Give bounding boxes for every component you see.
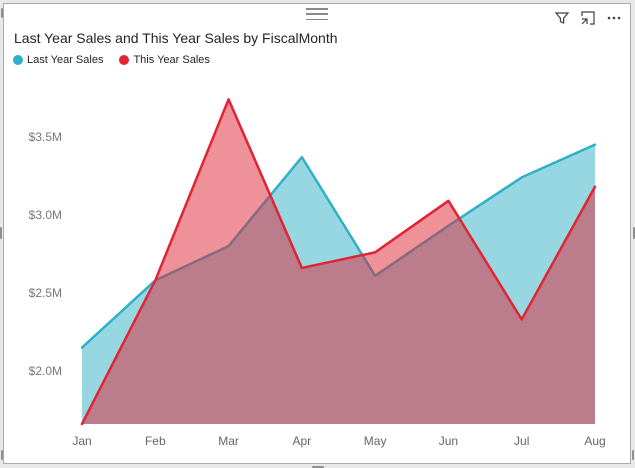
resize-handle-top-left[interactable] [1, 8, 3, 18]
y-tick-label: $2.0M [29, 364, 62, 378]
resize-handle-left[interactable] [0, 227, 2, 239]
more-options-icon[interactable] [606, 10, 622, 26]
legend-dot-teal [13, 55, 23, 65]
chart-title: Last Year Sales and This Year Sales by F… [14, 30, 338, 46]
legend-item-this-year[interactable]: This Year Sales [119, 54, 210, 66]
legend-dot-red [119, 55, 130, 65]
focus-mode-icon[interactable] [580, 10, 596, 26]
x-tick-label: May [364, 434, 387, 448]
y-tick-label: $2.5M [29, 286, 62, 300]
visual-toolbar [554, 10, 622, 26]
resize-handle-bottom-left[interactable] [1, 450, 3, 460]
x-tick-label: Mar [218, 434, 239, 448]
y-tick-label: $3.5M [29, 130, 62, 144]
x-tick-label: Jul [514, 434, 529, 448]
visual-container[interactable]: Last Year Sales and This Year Sales by F… [3, 3, 631, 464]
resize-handle-right[interactable] [633, 227, 635, 239]
legend-label: Last Year Sales [27, 54, 104, 66]
area-series-1[interactable] [82, 99, 595, 424]
resize-handle-bottom-right[interactable] [632, 450, 634, 460]
y-tick-label: $3.0M [29, 208, 62, 222]
x-tick-label: Aug [584, 434, 605, 448]
x-tick-label: Apr [293, 434, 312, 448]
resize-handle-bottom[interactable] [311, 466, 324, 468]
x-tick-label: Feb [145, 434, 166, 448]
x-tick-label: Jun [439, 434, 458, 448]
filter-icon[interactable] [554, 10, 570, 26]
legend-item-last-year[interactable]: Last Year Sales [13, 54, 103, 66]
drag-handle[interactable] [306, 8, 328, 20]
legend-label: This Year Sales [133, 54, 210, 66]
x-tick-label: Jan [72, 434, 91, 448]
line-series-1[interactable] [80, 98, 597, 426]
area-chart[interactable]: $2.0M $2.5M $3.0M $3.5M Jan Feb Mar Apr May Jun Ju… [6, 74, 631, 462]
chart-legend: Last Year Sales This Year Sales [13, 54, 210, 66]
